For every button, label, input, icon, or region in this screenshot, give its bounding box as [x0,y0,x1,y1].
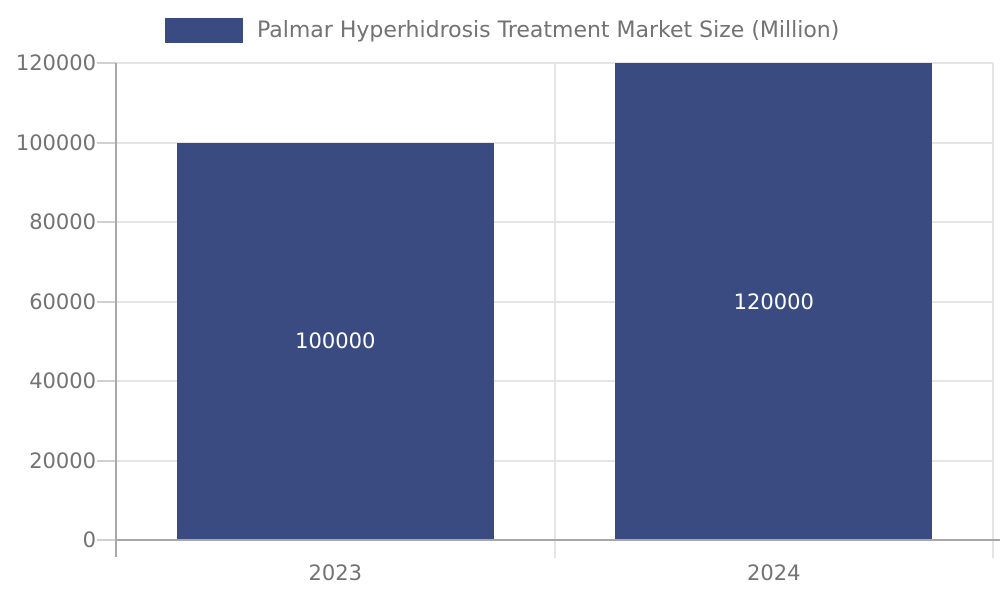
bar-2023 [176,142,494,540]
y-tick-mark [97,141,116,144]
y-tick-label: 40000 [29,369,96,393]
x-axis-line [116,539,1000,541]
bar-value-label-2023: 100000 [295,329,376,354]
legend-swatch [165,18,243,43]
y-tick-mark [97,300,116,303]
gridline-x-boundary [992,63,994,558]
legend: Palmar Hyperhidrosis Treatment Market Si… [165,18,839,43]
bar-2024 [615,63,933,540]
gridline-x-boundary [553,63,556,558]
y-tick-mark [97,380,116,382]
y-tick-mark [97,459,116,462]
plot-area: 100000 120000 [116,62,994,558]
x-tick-label-2024: 2024 [747,561,801,585]
y-tick-label: 80000 [29,210,96,234]
legend-label: Palmar Hyperhidrosis Treatment Market Si… [257,18,840,43]
y-tick-mark [97,221,116,223]
y-tick-label: 100000 [15,130,96,155]
y-tick-mark [97,62,116,64]
y-tick-mark [97,539,116,541]
y-tick-label: 20000 [29,448,96,473]
y-tick-label: 60000 [29,289,96,314]
y-tick-label: 120000 [15,51,96,75]
bar-value-label-2024: 120000 [733,289,814,314]
x-tick-label-2023: 2023 [308,561,362,585]
y-axis-line [115,63,117,557]
y-tick-label: 0 [82,528,96,552]
